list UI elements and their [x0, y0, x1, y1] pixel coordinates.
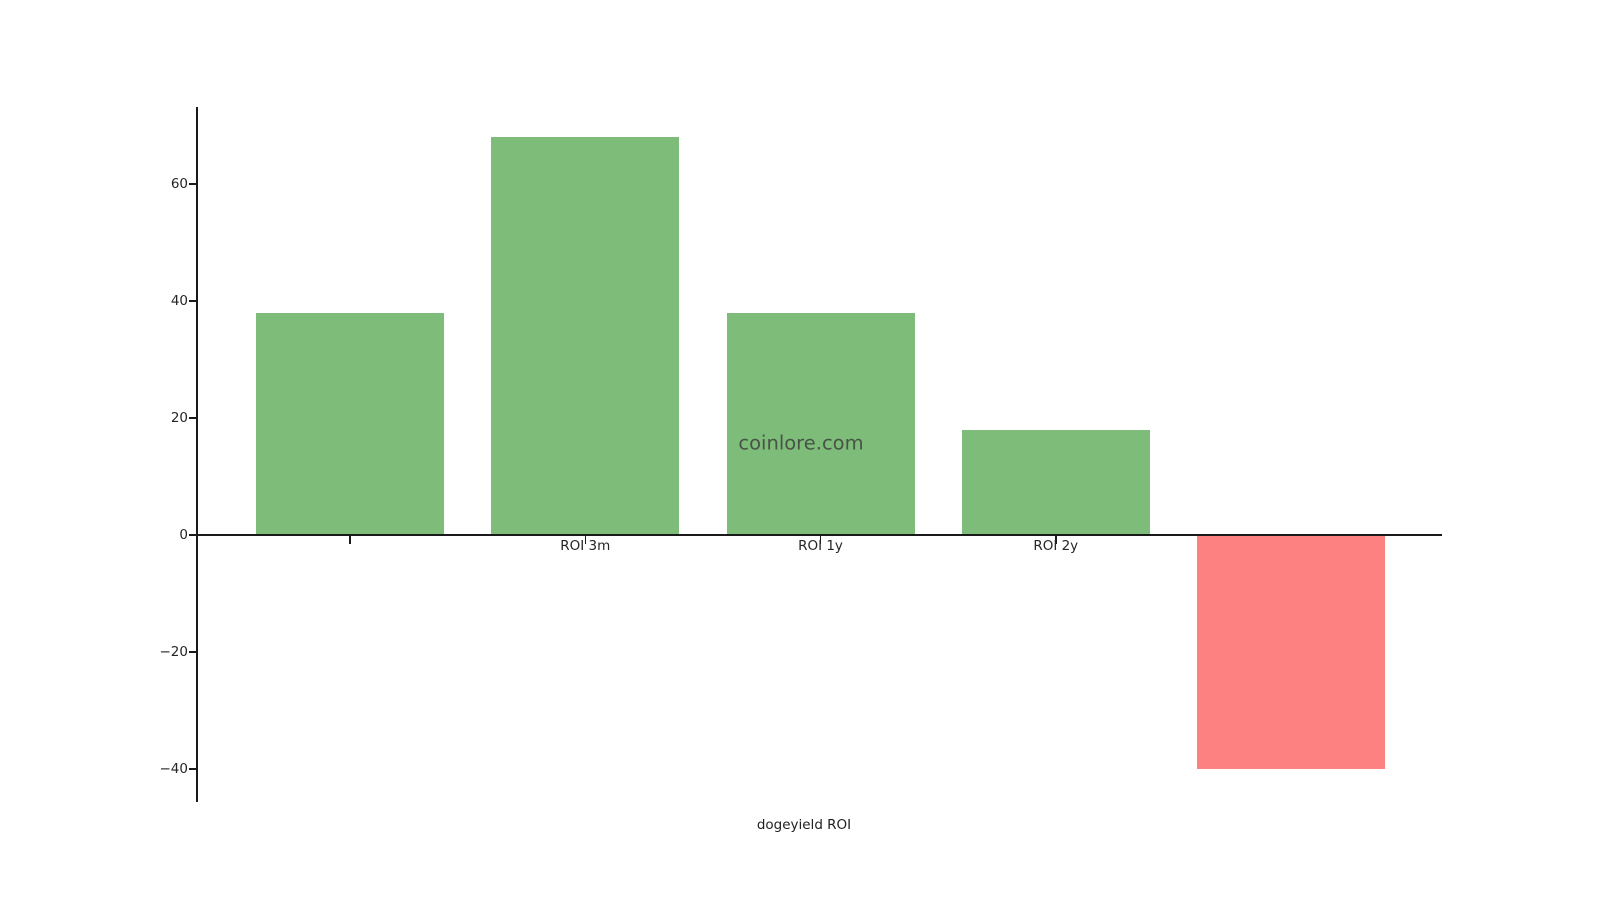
y-tick-label: 40 — [170, 293, 188, 309]
y-tick-mark — [189, 417, 196, 419]
x-tick-mark — [349, 535, 351, 544]
x-tick-mark — [819, 535, 822, 544]
y-tick-mark — [189, 651, 196, 653]
y-tick-mark — [189, 768, 196, 770]
x-tick-mark — [1055, 535, 1057, 544]
y-axis-line — [196, 107, 198, 802]
x-tick-label: ROI 2y — [1033, 537, 1079, 554]
y-tick-label: −20 — [159, 644, 189, 660]
y-tick-mark — [189, 183, 196, 185]
bar-5 — [1197, 535, 1385, 769]
watermark: coinlore.com — [738, 431, 864, 455]
x-axis-title: dogeyield ROI — [756, 817, 852, 833]
y-tick-label: −40 — [159, 761, 189, 777]
x-tick-label: ROI 3m — [560, 537, 611, 554]
bar-2 — [491, 137, 680, 535]
y-tick-label: 20 — [170, 410, 188, 426]
y-tick-label: 0 — [179, 527, 188, 543]
y-tick-mark — [189, 300, 196, 302]
x-tick-mark — [584, 535, 586, 544]
y-tick-mark — [189, 534, 196, 536]
bar-1 — [256, 312, 444, 535]
bar-4 — [961, 429, 1150, 535]
y-tick-label: 60 — [170, 176, 188, 192]
bar-3 — [726, 312, 915, 535]
x-tick-label: ROI 1y — [798, 537, 843, 554]
x-axis-line — [196, 534, 1442, 536]
